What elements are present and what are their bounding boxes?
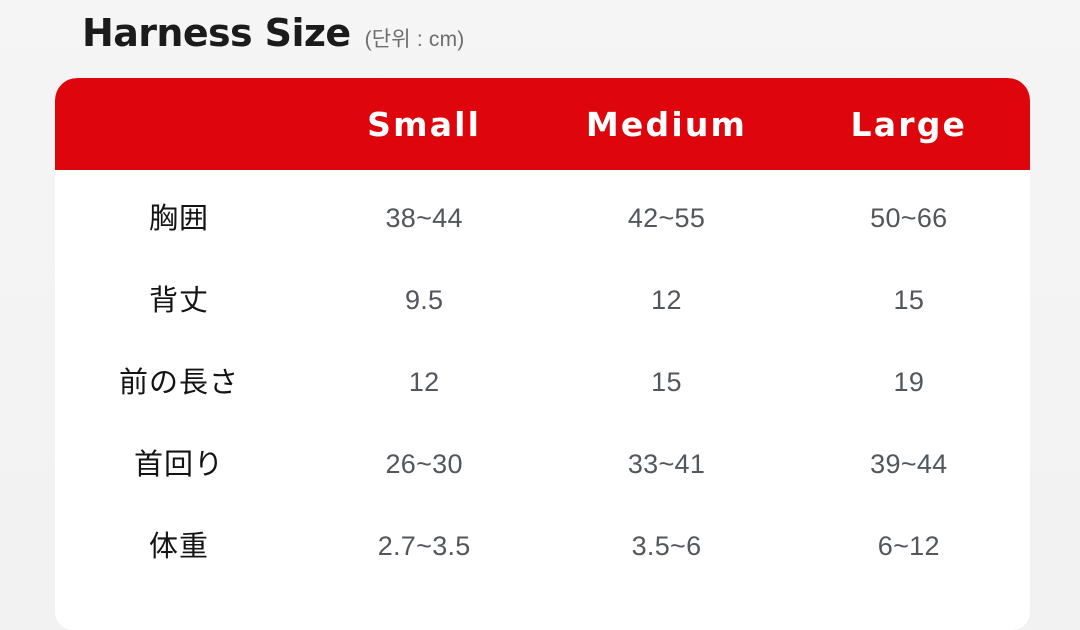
- unit-note-text: (단위 : cm): [364, 28, 465, 51]
- table-row: 胸囲 38~44 42~55 50~66: [55, 178, 1030, 260]
- cell-front-length-large: 19: [893, 367, 925, 398]
- cell-back-length-medium: 12: [651, 285, 682, 316]
- cell-front-length-small: 12: [408, 367, 440, 398]
- table-row: 首回り 26~30 33~41 39~44: [55, 424, 1030, 506]
- cell-back-length-large: 15: [893, 285, 925, 316]
- cell-chest-large: 50~66: [870, 203, 948, 234]
- table-header-row: Small Medium Large: [55, 78, 1030, 170]
- row-label-front-length: 前の長さ: [118, 365, 239, 400]
- table-header-small: Small: [367, 104, 482, 144]
- cell-neck-large: 39~44: [870, 449, 948, 480]
- row-label-weight: 体重: [148, 529, 209, 564]
- table-row: 体重 2.7~3.5 3.5~6 6~12: [55, 506, 1030, 588]
- cell-weight-small: 2.7~3.5: [377, 531, 471, 562]
- row-label-neck: 首回り: [133, 447, 224, 482]
- cell-front-length-medium: 15: [651, 367, 682, 398]
- cell-chest-small: 38~44: [385, 203, 463, 234]
- page-title: Harness Size (단위 : cm): [82, 14, 465, 52]
- cell-chest-medium: 42~55: [627, 203, 706, 234]
- table-row: 背丈 9.5 12 15: [55, 260, 1030, 342]
- cell-weight-large: 6~12: [877, 531, 940, 562]
- size-table-card: Small Medium Large 胸囲 38~44 42~55 50~66 …: [55, 78, 1030, 630]
- cell-neck-medium: 33~41: [627, 449, 706, 480]
- table-body: 胸囲 38~44 42~55 50~66 背丈 9.5 12 15 前の長さ 1…: [55, 170, 1030, 630]
- row-label-chest: 胸囲: [148, 201, 209, 236]
- cell-back-length-small: 9.5: [404, 285, 444, 316]
- cell-weight-medium: 3.5~6: [631, 531, 702, 562]
- row-label-back-length: 背丈: [148, 283, 209, 318]
- table-row: 前の長さ 12 15 19: [55, 342, 1030, 424]
- table-header-medium: Medium: [585, 104, 748, 144]
- table-header-large: Large: [850, 104, 968, 144]
- cell-neck-small: 26~30: [385, 449, 463, 480]
- page-title-text: Harness Size: [82, 11, 351, 55]
